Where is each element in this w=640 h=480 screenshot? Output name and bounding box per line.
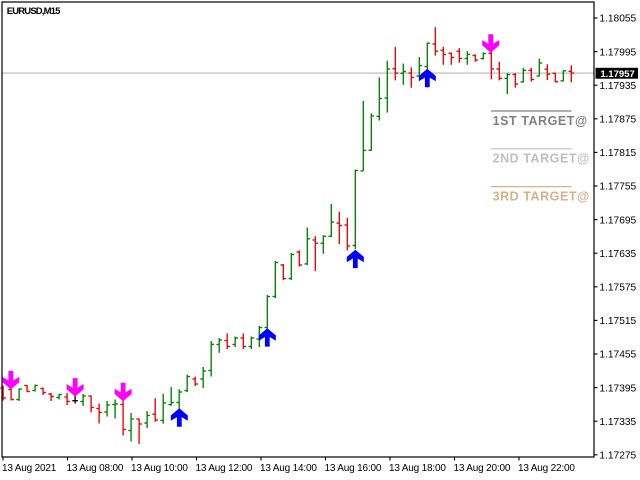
svg-text:1.17395: 1.17395 — [599, 383, 636, 394]
svg-text:1.17695: 1.17695 — [599, 215, 636, 226]
svg-text:1.17515: 1.17515 — [599, 316, 636, 327]
svg-text:1.18055: 1.18055 — [599, 14, 636, 25]
svg-text:1.17957: 1.17957 — [600, 69, 634, 80]
svg-text:13 Aug 22:00: 13 Aug 22:00 — [518, 463, 575, 474]
svg-text:13 Aug 08:00: 13 Aug 08:00 — [67, 463, 124, 474]
svg-text:1.17575: 1.17575 — [599, 283, 636, 294]
svg-text:1ST TARGET@: 1ST TARGET@ — [493, 114, 588, 128]
svg-text:1.17815: 1.17815 — [599, 148, 636, 159]
svg-text:13 Aug 2021: 13 Aug 2021 — [2, 463, 57, 474]
svg-text:13 Aug 14:00: 13 Aug 14:00 — [260, 463, 317, 474]
svg-text:1.17755: 1.17755 — [599, 182, 636, 193]
svg-text:2ND TARGET@: 2ND TARGET@ — [493, 152, 590, 166]
svg-text:13 Aug 20:00: 13 Aug 20:00 — [454, 463, 511, 474]
svg-text:EURUSD,M15: EURUSD,M15 — [7, 6, 61, 17]
svg-text:1.17995: 1.17995 — [599, 47, 636, 58]
svg-text:1.17935: 1.17935 — [599, 81, 636, 92]
svg-text:1.17455: 1.17455 — [599, 350, 636, 361]
svg-text:3RD TARGET@: 3RD TARGET@ — [493, 190, 590, 204]
svg-text:1.17275: 1.17275 — [599, 451, 636, 462]
svg-text:13 Aug 12:00: 13 Aug 12:00 — [196, 463, 253, 474]
svg-text:13 Aug 10:00: 13 Aug 10:00 — [131, 463, 188, 474]
svg-text:1.17635: 1.17635 — [599, 249, 636, 260]
svg-text:1.17335: 1.17335 — [599, 417, 636, 428]
svg-text:1.17875: 1.17875 — [599, 115, 636, 126]
svg-text:13 Aug 18:00: 13 Aug 18:00 — [389, 463, 446, 474]
svg-text:13 Aug 16:00: 13 Aug 16:00 — [325, 463, 382, 474]
